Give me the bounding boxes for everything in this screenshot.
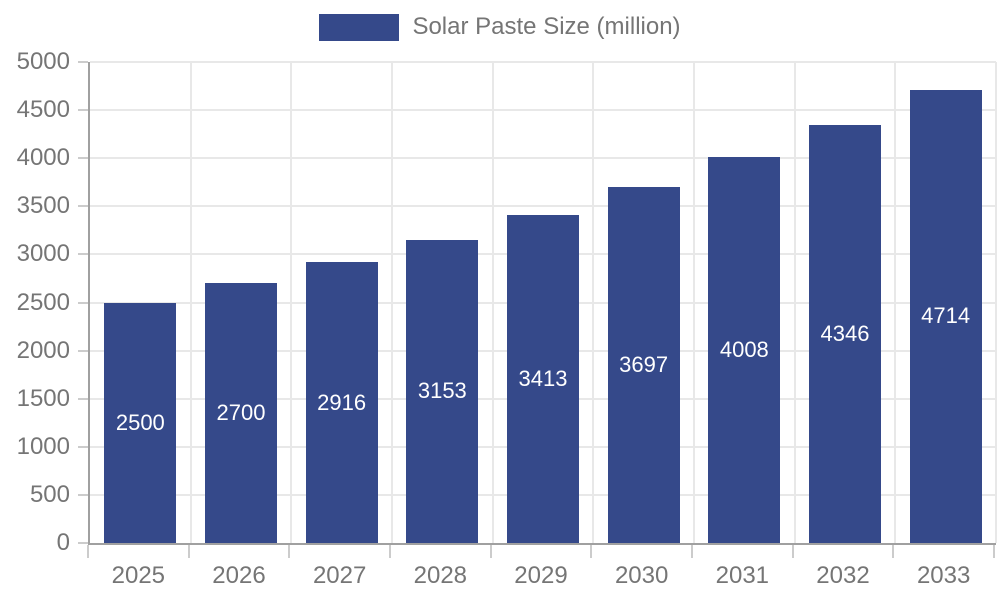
x-tick-mark bbox=[288, 545, 291, 558]
x-tick-mark bbox=[590, 545, 593, 558]
x-tick-label: 2029 bbox=[514, 562, 568, 589]
x-tick-mark bbox=[993, 545, 995, 558]
bar-value-label: 2916 bbox=[317, 389, 367, 415]
bar-value-label: 4346 bbox=[820, 320, 870, 346]
x-tick-label: 2031 bbox=[715, 562, 770, 589]
bar-value-label: 4714 bbox=[921, 303, 971, 329]
y-tick-mark bbox=[78, 205, 88, 208]
gridline-vertical bbox=[290, 62, 293, 543]
x-tick-mark bbox=[489, 545, 492, 558]
gridline-vertical bbox=[894, 62, 897, 543]
y-tick-label: 5000 bbox=[16, 48, 70, 75]
bar-value-label: 2500 bbox=[115, 409, 165, 435]
gridline-vertical bbox=[390, 62, 393, 543]
y-axis: 0 500 1000 1500 2000 2500 3000 3500 4000 4500 5000 bbox=[0, 48, 88, 556]
legend-item-solar-paste-size[interactable]: Solar Paste Size (million) bbox=[319, 13, 681, 41]
y-tick-label: 500 bbox=[29, 480, 70, 508]
x-axis: 2025 2026 2027 2028 2029 2030 2031 2032 2033 bbox=[87, 545, 995, 600]
plot-area: 2500 2700 2916 3153 3413 3697 4008 4346 4714 bbox=[88, 61, 997, 545]
bar-value-label: 3697 bbox=[619, 352, 669, 378]
y-tick-label: 4500 bbox=[16, 96, 70, 124]
y-tick-label: 4000 bbox=[16, 144, 70, 172]
x-tick-label: 2026 bbox=[212, 562, 266, 589]
x-tick-label: 2033 bbox=[916, 562, 971, 589]
bar-value-label: 3413 bbox=[518, 365, 568, 391]
bar: 2700 bbox=[205, 283, 277, 543]
gridline-vertical bbox=[793, 62, 796, 543]
gridline-horizontal bbox=[90, 205, 996, 208]
x-tick-label: 2030 bbox=[614, 562, 669, 589]
bar-value-label: 4008 bbox=[719, 337, 769, 363]
y-tick-label: 1500 bbox=[16, 384, 70, 412]
x-tick-mark bbox=[87, 545, 89, 558]
gridline-horizontal bbox=[90, 157, 996, 160]
y-tick-mark bbox=[78, 445, 88, 448]
y-tick-label: 2500 bbox=[16, 288, 70, 316]
x-tick-label: 2027 bbox=[312, 562, 367, 589]
y-tick-mark bbox=[78, 349, 88, 352]
y-tick-label: 3000 bbox=[16, 240, 70, 268]
gridline-vertical bbox=[592, 62, 595, 543]
y-tick-label: 3500 bbox=[16, 192, 70, 220]
x-tick-mark bbox=[690, 545, 693, 558]
gridline-horizontal bbox=[90, 109, 996, 112]
bar: 3153 bbox=[406, 239, 479, 543]
bar-value-label: 2700 bbox=[216, 400, 266, 426]
bar: 2500 bbox=[104, 302, 177, 543]
x-tick-mark bbox=[892, 545, 895, 558]
y-tick-label: 1000 bbox=[16, 432, 70, 460]
bar: 4008 bbox=[708, 157, 781, 543]
bar: 3697 bbox=[607, 187, 680, 543]
bar: 2916 bbox=[305, 262, 378, 543]
legend-label: Solar Paste Size (million) bbox=[412, 13, 681, 40]
bar: 4346 bbox=[809, 124, 881, 543]
legend-swatch bbox=[319, 13, 400, 41]
x-tick-mark bbox=[388, 545, 391, 558]
bar: 3413 bbox=[507, 214, 579, 543]
gridline-vertical bbox=[692, 62, 695, 543]
gridline-horizontal bbox=[90, 61, 996, 63]
x-tick-label: 2028 bbox=[413, 562, 468, 589]
y-tick-mark bbox=[78, 542, 88, 544]
y-tick-mark bbox=[78, 109, 88, 112]
y-tick-mark bbox=[78, 253, 88, 256]
x-tick-mark bbox=[791, 545, 794, 558]
bar: 4714 bbox=[909, 89, 982, 543]
x-tick-label: 2032 bbox=[816, 562, 870, 589]
gridline-vertical bbox=[995, 62, 997, 543]
y-tick-mark bbox=[78, 157, 88, 160]
x-tick-label: 2025 bbox=[111, 562, 166, 589]
y-tick-mark bbox=[78, 61, 88, 63]
y-tick-label: 2000 bbox=[16, 336, 70, 364]
y-tick-mark bbox=[78, 397, 88, 400]
gridline-vertical bbox=[491, 62, 494, 543]
gridline-vertical bbox=[189, 62, 192, 543]
y-tick-label: 0 bbox=[56, 529, 70, 556]
y-tick-mark bbox=[78, 301, 88, 304]
legend: Solar Paste Size (million) bbox=[0, 13, 1000, 41]
y-tick-mark bbox=[78, 493, 88, 496]
bar-value-label: 3153 bbox=[417, 378, 467, 404]
x-tick-mark bbox=[187, 545, 190, 558]
